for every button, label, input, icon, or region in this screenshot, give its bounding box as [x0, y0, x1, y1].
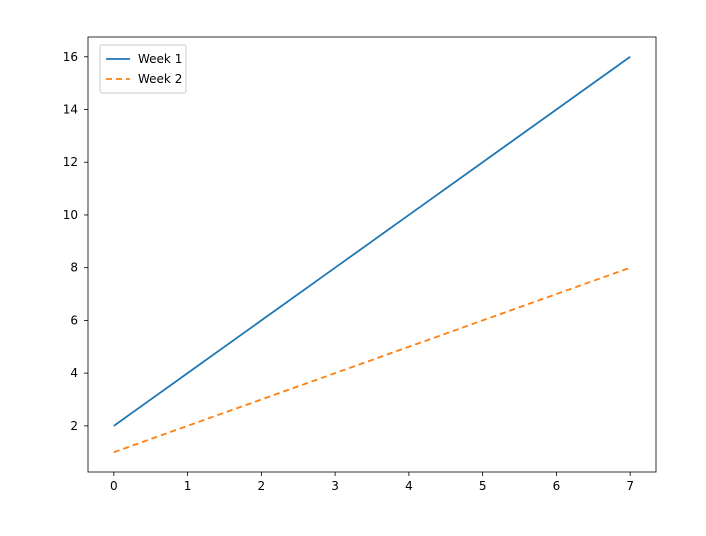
chart-container: 01234567246810121416Week 1Week 2: [0, 0, 706, 536]
y-tick-label: 8: [70, 261, 78, 275]
x-tick-label: 2: [258, 479, 266, 493]
x-tick-label: 7: [626, 479, 634, 493]
y-tick-label: 10: [63, 208, 78, 222]
x-tick-label: 0: [110, 479, 118, 493]
axes-frame: [88, 37, 656, 472]
x-tick-label: 6: [553, 479, 561, 493]
x-tick-label: 1: [184, 479, 192, 493]
legend: Week 1 Week 2: [100, 45, 186, 93]
legend-label-0: Week 1: [138, 52, 182, 66]
y-tick-label: 16: [63, 50, 78, 64]
line-chart: 01234567246810121416Week 1Week 2: [0, 0, 706, 536]
series-line-0: [114, 57, 630, 426]
x-tick-label: 4: [405, 479, 413, 493]
y-tick-label: 6: [70, 313, 78, 327]
legend-label-1: Week 2: [138, 72, 182, 86]
y-tick-label: 2: [70, 419, 78, 433]
y-tick-label: 12: [63, 155, 78, 169]
y-tick-label: 4: [70, 366, 78, 380]
series-line-1: [114, 268, 630, 453]
x-tick-label: 5: [479, 479, 487, 493]
x-tick-label: 3: [331, 479, 339, 493]
y-tick-label: 14: [63, 103, 78, 117]
